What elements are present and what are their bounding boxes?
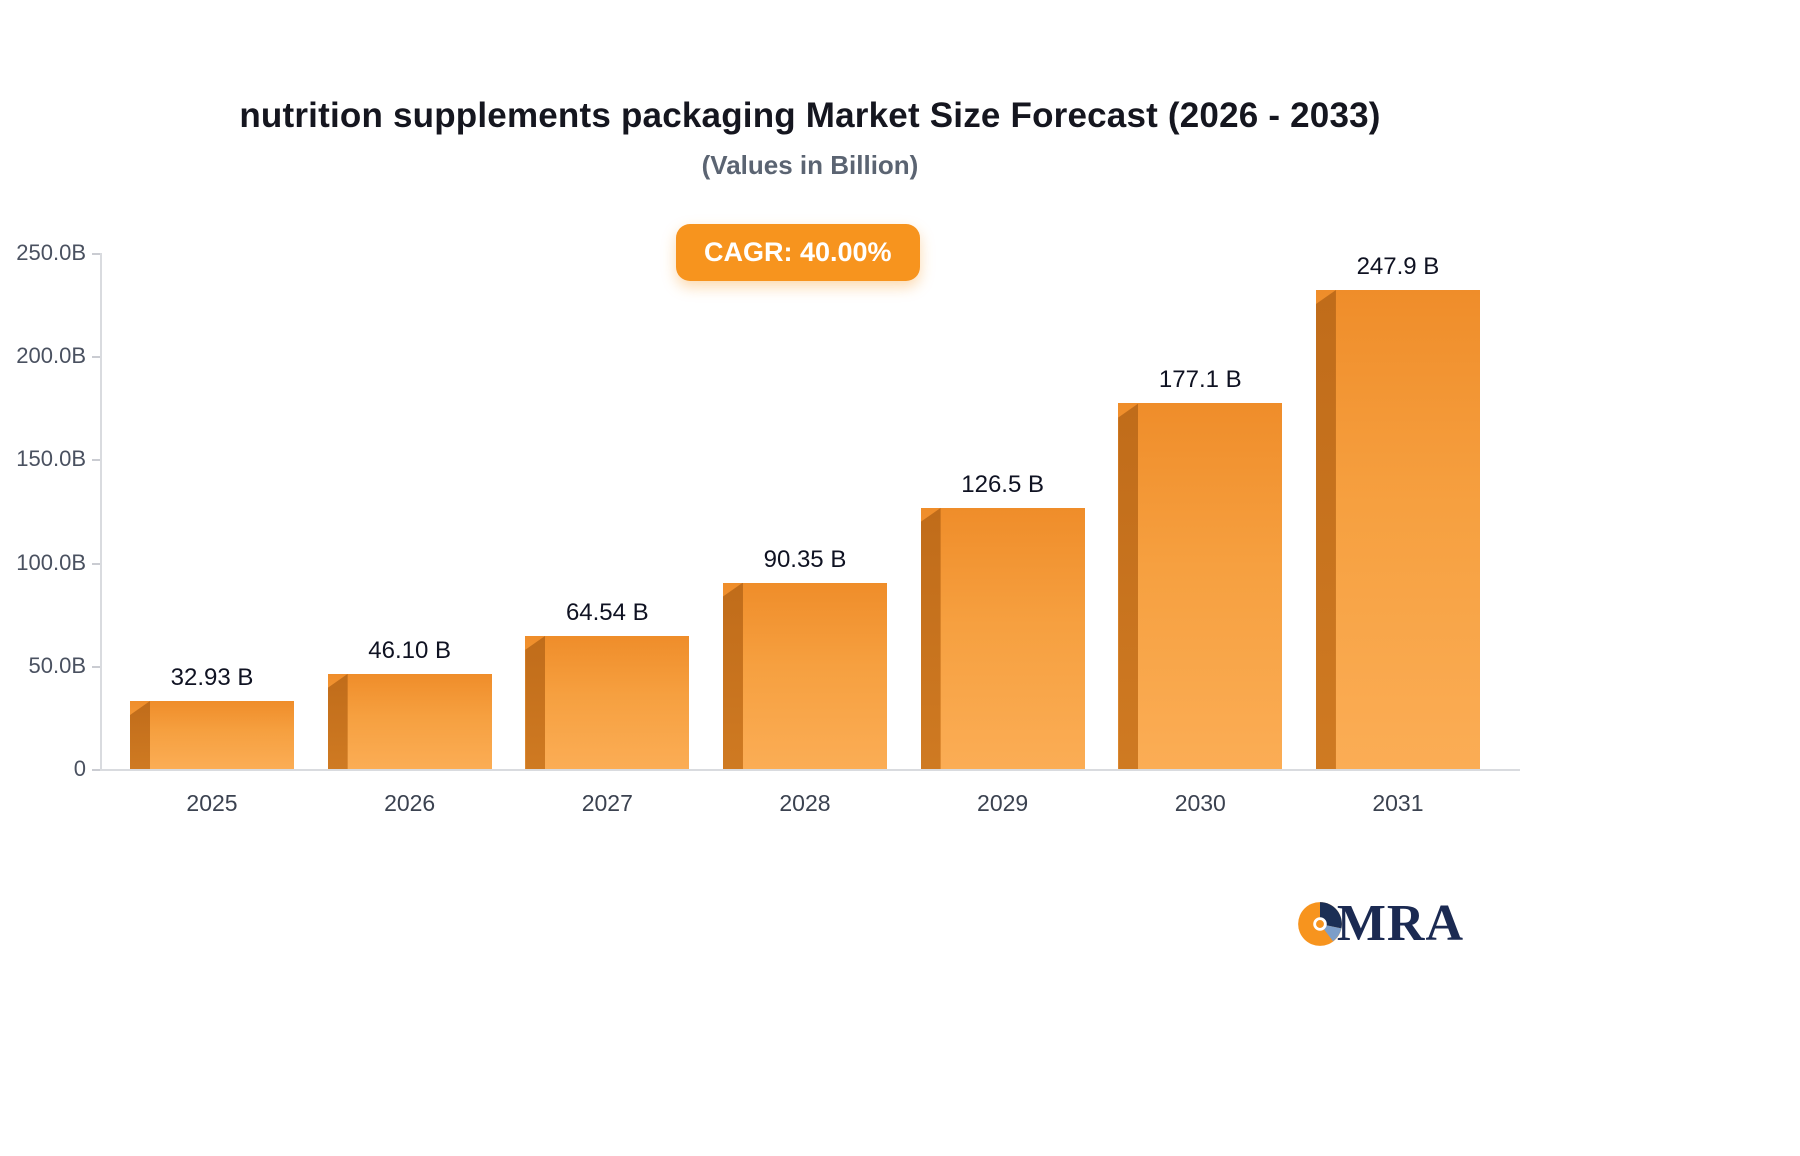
bar: [722, 582, 887, 769]
chart-title: nutrition supplements packaging Market S…: [239, 96, 1381, 135]
plot-area: 0 50.0B 100.0B 150.0B 200.0B 250.0B 32.93 B 20…: [16, 242, 1520, 816]
x-axis-label: 2026: [384, 790, 436, 816]
bar: [525, 635, 690, 769]
chart-subtitle: (Values in Billion): [701, 150, 919, 180]
cagr-badge: CAGR: 40.00%: [676, 224, 920, 281]
bar-value-label: 32.93 B: [170, 664, 254, 692]
bar-group: 32.93 B 2025: [130, 253, 294, 816]
bar-group: 46.10 B 2026: [327, 253, 492, 816]
x-axis-label: 2030: [1174, 790, 1226, 816]
pie-chart-icon: [1297, 902, 1342, 946]
y-axis-label: 250.0B: [0, 242, 100, 264]
y-axis-label: 100.0B: [0, 551, 100, 574]
bar-group: 64.54 B 2027: [525, 253, 690, 816]
bar-value-label: 64.54 B: [565, 598, 649, 626]
bar-group: 177.1 B 2030: [1118, 253, 1283, 816]
y-axis-label: 150.0B: [0, 448, 100, 470]
x-axis-label: 2027: [581, 790, 633, 816]
y-axis-label: 50.0B: [0, 654, 100, 677]
bar-value-label: 46.10 B: [368, 636, 452, 664]
bar-group: 126.5 B 2029: [920, 253, 1085, 816]
bar: [130, 701, 294, 769]
x-axis-label: 2025: [186, 790, 238, 816]
bar: [1118, 403, 1283, 769]
y-axis-label: 0: [0, 758, 100, 780]
bar: [1315, 290, 1480, 769]
bar-group: 90.35 B 2028: [722, 253, 887, 816]
logo-text: MRA: [1336, 895, 1464, 952]
y-axis-label: 200.0B: [0, 345, 100, 367]
bar: [920, 507, 1085, 769]
bar-value-label: 247.9 B: [1356, 253, 1440, 280]
x-axis-label: 2031: [1372, 790, 1424, 816]
bar: [327, 673, 492, 769]
x-axis-label: 2028: [779, 790, 831, 816]
bar-value-label: 90.35 B: [763, 545, 847, 573]
x-axis-label: 2029: [977, 790, 1029, 816]
bars: 32.93 B 2025 46.10 B 2026 64.54 B 2027 90.35 B…: [102, 253, 1520, 816]
bar-value-label: 177.1 B: [1158, 366, 1242, 394]
bar-group: 247.9 B 2031: [1315, 253, 1480, 816]
mra-logo: MRA: [1295, 898, 1464, 950]
bar-value-label: 126.5 B: [961, 470, 1044, 498]
